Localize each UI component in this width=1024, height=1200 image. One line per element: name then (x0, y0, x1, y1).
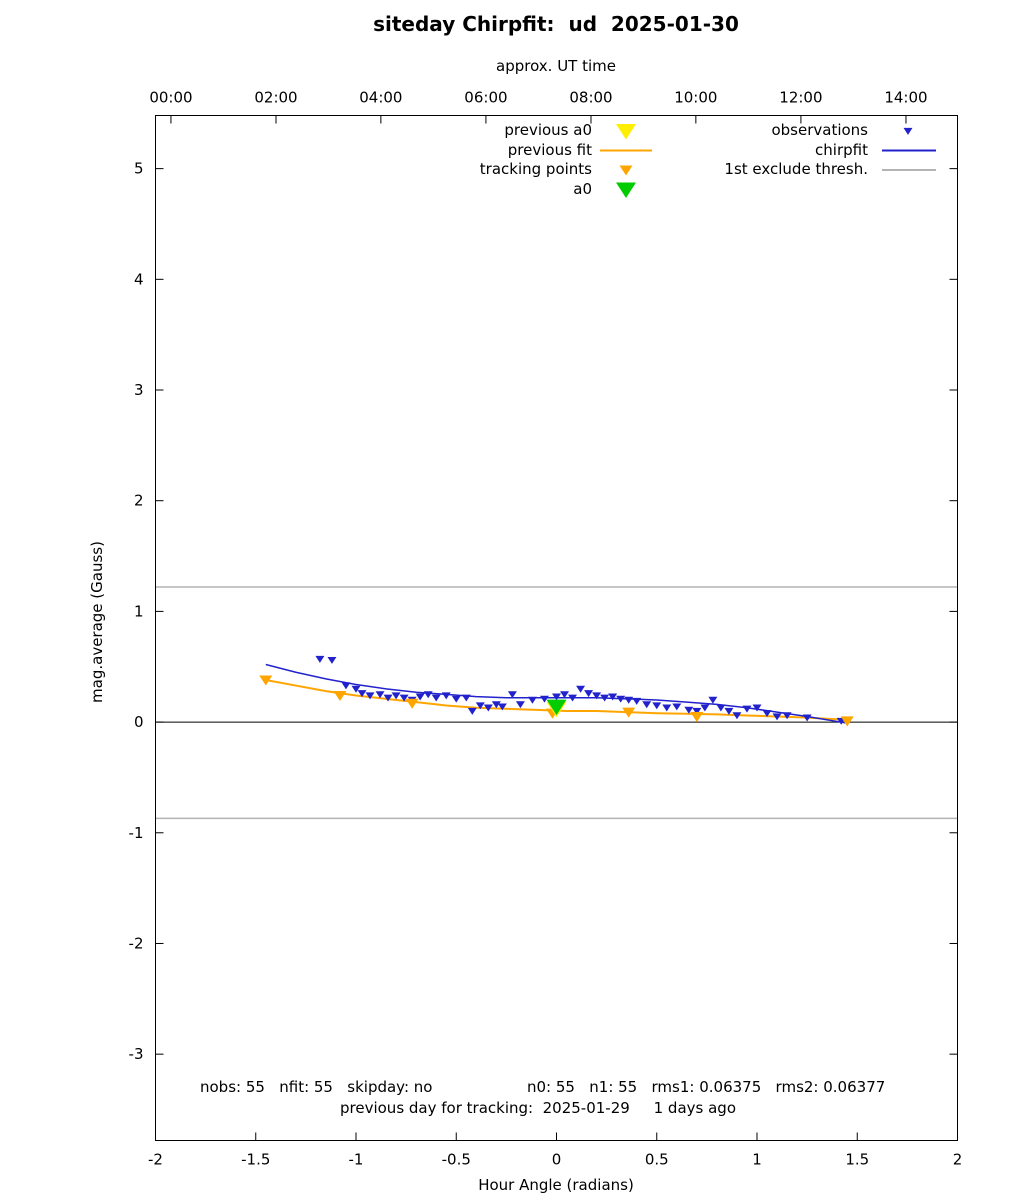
legend-label-chirpfit: chirpfit (815, 140, 868, 159)
svg-text:0: 0 (134, 713, 144, 731)
chart-title: siteday Chirpfit: ud 2025-01-30 (373, 12, 739, 36)
ut-axis-title: approx. UT time (496, 57, 616, 75)
svg-text:08:00: 08:00 (569, 89, 612, 107)
svg-text:10:00: 10:00 (674, 89, 717, 107)
legend-label-observations: observations (771, 121, 868, 139)
svg-text:12:00: 12:00 (779, 89, 822, 107)
legend-label-tracking-points: tracking points (479, 160, 592, 178)
svg-text:04:00: 04:00 (359, 89, 402, 107)
legend-label-a0: a0 (573, 179, 592, 198)
x-axis-label: Hour Angle (radians) (478, 1176, 634, 1194)
svg-text:-1: -1 (129, 824, 144, 842)
svg-text:0.5: 0.5 (645, 1151, 669, 1169)
svg-text:2: 2 (953, 1151, 963, 1169)
svg-text:02:00: 02:00 (254, 89, 297, 107)
svg-text:-2: -2 (129, 934, 144, 952)
svg-text:0: 0 (552, 1151, 562, 1169)
svg-text:3: 3 (134, 381, 144, 399)
svg-text:14:00: 14:00 (884, 89, 927, 107)
svg-text:00:00: 00:00 (149, 89, 192, 107)
svg-text:1.5: 1.5 (845, 1151, 869, 1169)
legend-left-column: previous a0 previous fit tracking points… (400, 121, 592, 199)
svg-text:2: 2 (134, 492, 144, 510)
stats-line2: previous day for tracking: 2025-01-29 1 … (340, 1099, 736, 1117)
svg-text:-2: -2 (148, 1151, 163, 1169)
stats-line1-left: nobs: 55 nfit: 55 skipday: no (200, 1078, 433, 1096)
svg-text:5: 5 (134, 160, 144, 178)
legend-right-column: observations chirpfit 1st exclude thresh… (670, 121, 868, 180)
svg-text:4: 4 (134, 270, 144, 288)
svg-text:1: 1 (134, 602, 144, 620)
stats-line1-right: n0: 55 n1: 55 rms1: 0.06375 rms2: 0.0637… (527, 1078, 886, 1096)
legend-label-previous-fit: previous fit (507, 140, 592, 159)
svg-text:-0.5: -0.5 (442, 1151, 471, 1169)
svg-text:-1: -1 (349, 1151, 364, 1169)
legend-label-exclude-thresh: 1st exclude thresh. (724, 160, 868, 178)
svg-text:-3: -3 (129, 1045, 144, 1063)
svg-text:06:00: 06:00 (464, 89, 507, 107)
svg-text:-1.5: -1.5 (241, 1151, 270, 1169)
legend-label-previous-a0: previous a0 (504, 121, 592, 139)
svg-text:1: 1 (752, 1151, 762, 1169)
